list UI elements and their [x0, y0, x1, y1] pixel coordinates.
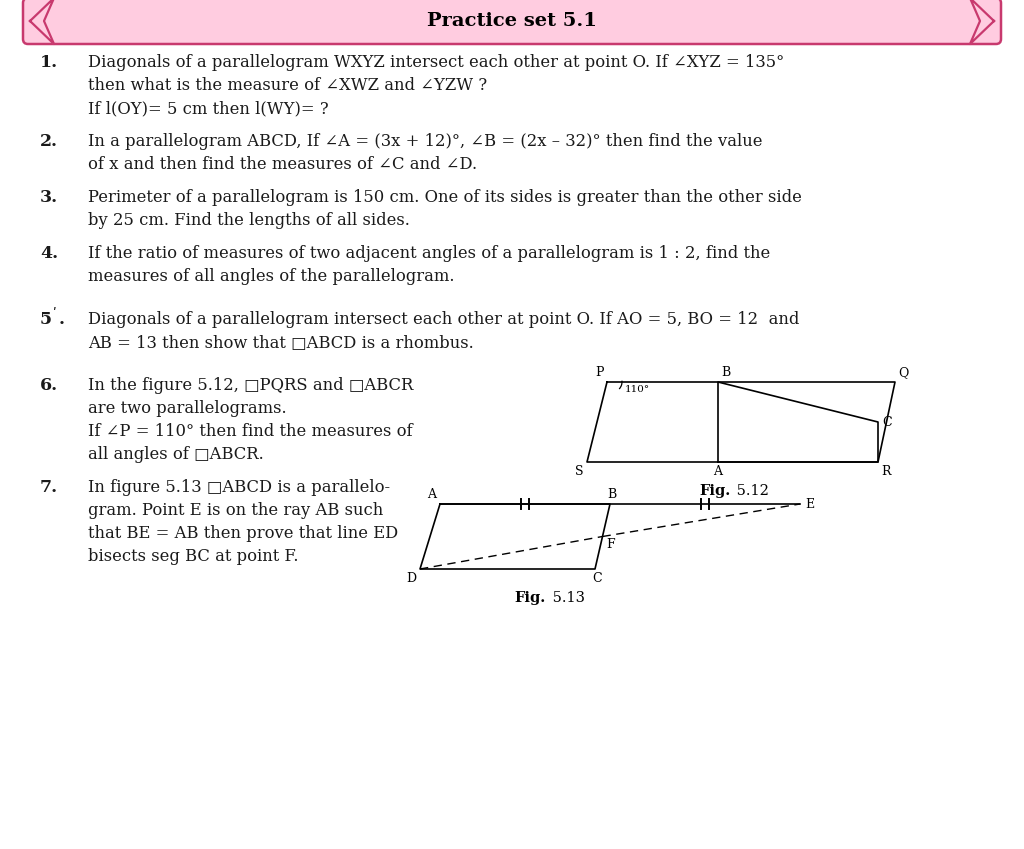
Text: 2.: 2. [40, 133, 58, 150]
Text: are two parallelograms.: are two parallelograms. [88, 400, 287, 417]
Text: A: A [427, 488, 436, 501]
Text: Diagonals of a parallelogram intersect each other at point O. If AO = 5, BO = 12: Diagonals of a parallelogram intersect e… [88, 311, 800, 328]
Text: 110°: 110° [625, 385, 650, 394]
Text: A: A [714, 465, 723, 478]
Text: that BE = AB then prove that line ED: that BE = AB then prove that line ED [88, 525, 398, 542]
Text: In the figure 5.12, □PQRS and □ABCR: In the figure 5.12, □PQRS and □ABCR [88, 377, 414, 394]
Text: Perimeter of a parallelogram is 150 cm. One of its sides is greater than the oth: Perimeter of a parallelogram is 150 cm. … [88, 189, 802, 206]
Text: E: E [805, 498, 814, 510]
Text: If ∠P = 110° then find the measures of: If ∠P = 110° then find the measures of [88, 423, 413, 440]
Text: In figure 5.13 □ABCD is a parallelo-: In figure 5.13 □ABCD is a parallelo- [88, 479, 390, 496]
Text: 4.: 4. [40, 245, 58, 262]
Text: Q: Q [898, 366, 908, 379]
Text: S: S [574, 465, 583, 478]
Text: C: C [592, 572, 602, 585]
Text: then what is the measure of ∠XWZ and ∠YZW ?: then what is the measure of ∠XWZ and ∠YZ… [88, 77, 487, 94]
Text: 5.12: 5.12 [732, 484, 769, 498]
Text: measures of all angles of the parallelogram.: measures of all angles of the parallelog… [88, 268, 455, 285]
Text: 6.: 6. [40, 377, 58, 394]
Text: 1.: 1. [40, 54, 58, 71]
Text: .: . [59, 311, 65, 328]
Text: R: R [881, 465, 891, 478]
Text: D: D [406, 572, 416, 585]
Text: C: C [882, 415, 892, 429]
Text: P: P [596, 366, 604, 379]
Text: by 25 cm. Find the lengths of all sides.: by 25 cm. Find the lengths of all sides. [88, 212, 410, 229]
Text: In a parallelogram ABCD, If ∠A = (3x + 12)°, ∠B = (2x – 32)° then find the value: In a parallelogram ABCD, If ∠A = (3x + 1… [88, 133, 763, 150]
Text: If the ratio of measures of two adjacent angles of a parallelogram is 1 : 2, fin: If the ratio of measures of two adjacent… [88, 245, 770, 262]
Text: If l(OY)= 5 cm then l(WY)= ?: If l(OY)= 5 cm then l(WY)= ? [88, 100, 329, 117]
Text: 5.13: 5.13 [548, 591, 585, 605]
Polygon shape [30, 0, 54, 44]
Text: Practice set 5.1: Practice set 5.1 [427, 12, 597, 30]
Text: Fig.: Fig. [699, 484, 730, 498]
FancyBboxPatch shape [23, 0, 1001, 44]
Text: ʹ: ʹ [52, 307, 55, 320]
Text: AB = 13 then show that □ABCD is a rhombus.: AB = 13 then show that □ABCD is a rhombu… [88, 334, 474, 351]
Text: F: F [606, 538, 615, 552]
Text: of x and then find the measures of ∠C and ∠D.: of x and then find the measures of ∠C an… [88, 156, 477, 173]
Text: Fig.: Fig. [514, 591, 546, 605]
Text: B: B [607, 488, 616, 501]
Text: Diagonals of a parallelogram WXYZ intersect each other at point O. If ∠XYZ = 135: Diagonals of a parallelogram WXYZ inters… [88, 54, 784, 71]
Text: gram. Point E is on the ray AB such: gram. Point E is on the ray AB such [88, 502, 383, 519]
Text: 3.: 3. [40, 189, 58, 206]
Text: all angles of □ABCR.: all angles of □ABCR. [88, 446, 264, 463]
Text: B: B [721, 366, 730, 379]
Text: 7.: 7. [40, 479, 58, 496]
Polygon shape [970, 0, 994, 44]
Text: bisects seg BC at point F.: bisects seg BC at point F. [88, 548, 299, 565]
Text: 5: 5 [40, 311, 52, 328]
